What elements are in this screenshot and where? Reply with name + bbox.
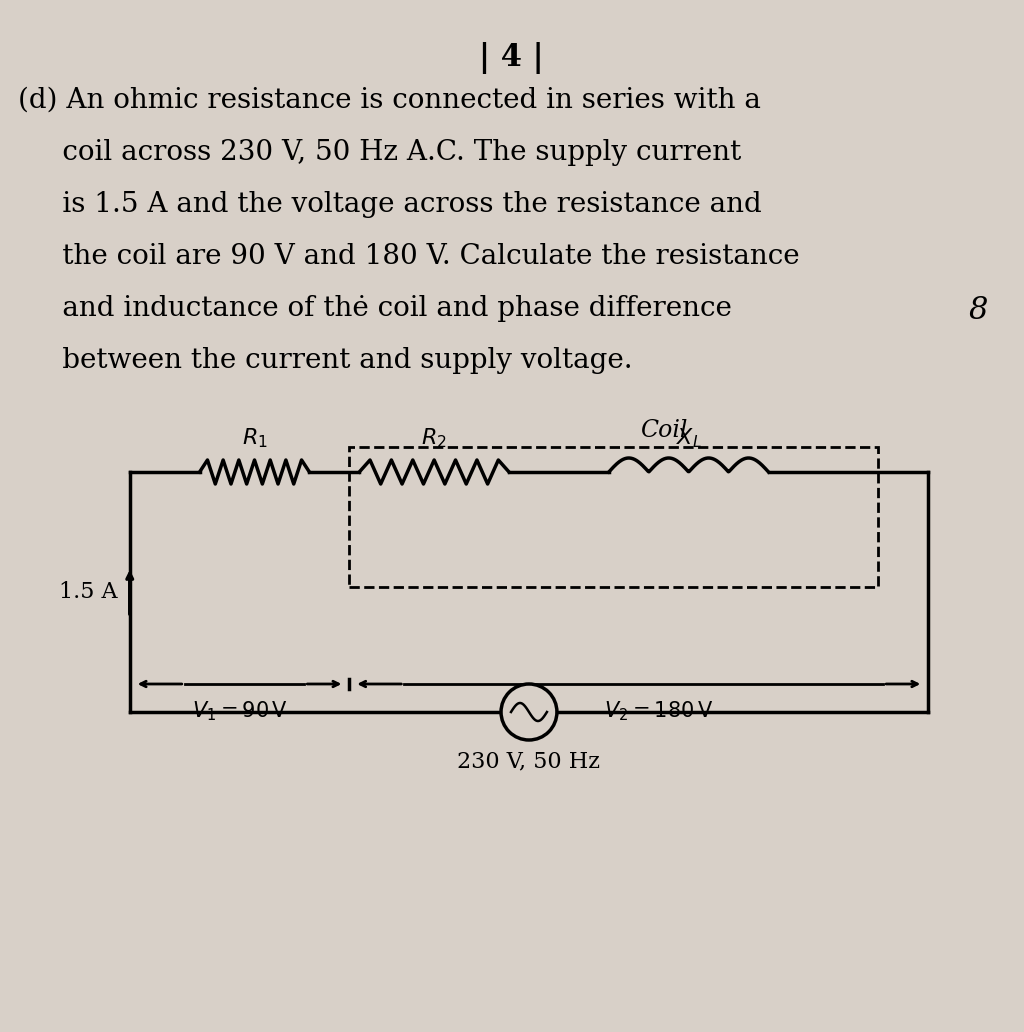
Text: is 1.5 A and the voltage across the resistance and: is 1.5 A and the voltage across the resi… <box>18 191 762 218</box>
Text: and inductance of thė coil and phase difference: and inductance of thė coil and phase di… <box>18 295 732 322</box>
Text: 1.5 A: 1.5 A <box>59 581 118 603</box>
Text: $R_2$: $R_2$ <box>421 426 447 450</box>
Text: | 4 |: | 4 | <box>478 42 544 74</box>
Circle shape <box>501 684 557 740</box>
Text: between the current and supply voltage.: between the current and supply voltage. <box>18 347 633 374</box>
Text: Coil: Coil <box>640 419 687 442</box>
Text: the coil are 90 V and 180 V. Calculate the resistance: the coil are 90 V and 180 V. Calculate t… <box>18 243 800 270</box>
Text: coil across 230 V, 50 Hz A.C. The supply current: coil across 230 V, 50 Hz A.C. The supply… <box>18 139 741 166</box>
Text: 8: 8 <box>969 295 988 326</box>
Text: $V_2 = 180\,\mathrm{V}$: $V_2 = 180\,\mathrm{V}$ <box>604 699 714 722</box>
Text: $R_1$: $R_1$ <box>242 426 267 450</box>
Text: $V_1 = 90\,\mathrm{V}$: $V_1 = 90\,\mathrm{V}$ <box>191 699 288 722</box>
Text: (d) An ohmic resistance is connected in series with a: (d) An ohmic resistance is connected in … <box>18 87 761 114</box>
Text: 230 V, 50 Hz: 230 V, 50 Hz <box>458 750 600 772</box>
Text: $X_L$: $X_L$ <box>676 426 701 450</box>
